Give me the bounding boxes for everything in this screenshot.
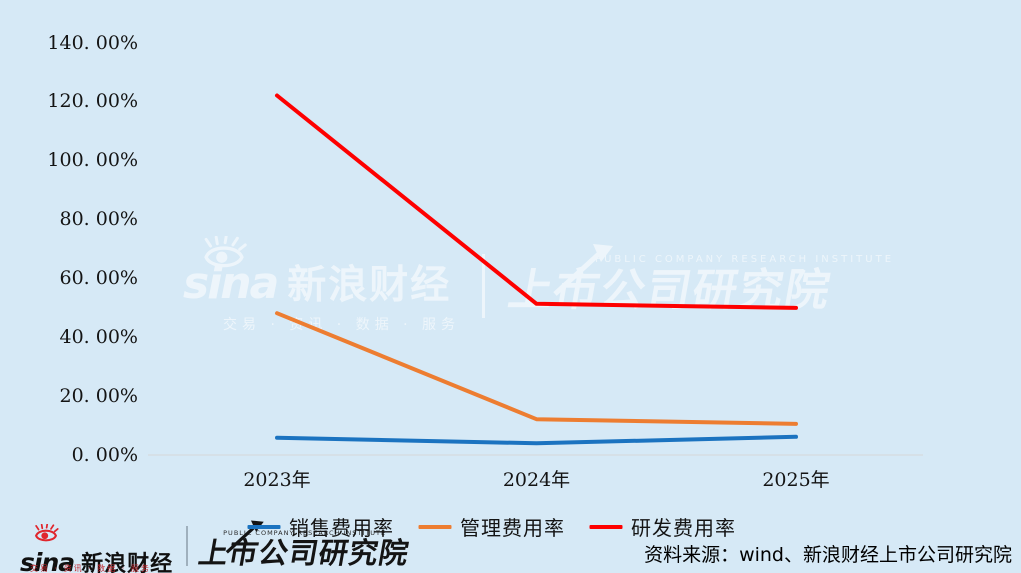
watermark-divider [482, 254, 486, 318]
trend-arrow-icon [553, 244, 614, 296]
y-tick-label-1: 20. 00% [59, 384, 139, 407]
series-line-0 [275, 434, 798, 446]
watermark-center: sina 新浪财经 交易 · 资讯 · 数据 · 服务 PUBLIC COMPA… [183, 236, 895, 334]
legend-item-2: 研发费用率 [589, 512, 736, 541]
watermark-tagline: 交易 · 资讯 · 数据 · 服务 [223, 317, 461, 333]
y-tick-label-4: 80. 00% [59, 208, 139, 231]
footer-tagline: 交易 · 资讯 · 数据 · 服务 [30, 564, 151, 573]
x-tick-label-1: 2024年 [502, 469, 571, 491]
data-source-note: 资料来源：wind、新浪财经上市公司研究院 [644, 544, 1012, 566]
legend-dash-icon [589, 524, 622, 529]
y-tick-label-5: 100. 00% [47, 149, 138, 172]
footer-sina-wordmark: sina [20, 548, 75, 573]
legend-item-1: 管理费用率 [418, 512, 565, 541]
legend-item-0: 销售费用率 [247, 512, 394, 541]
x-tick-label-2: 2025年 [762, 469, 830, 491]
footer-brand-text: 新浪财经 [81, 552, 174, 573]
y-tick-label-2: 40. 00% [59, 325, 139, 348]
footer-sina-logo: sina 新浪财经 交易 · 资讯 · 数据 · 服务 [20, 523, 173, 573]
y-tick-label-6: 120. 00% [47, 90, 138, 113]
sina-eye-icon [34, 524, 59, 542]
x-tick-label-0: 2023年 [243, 469, 311, 491]
watermark-institute-block: PUBLIC COMPANY RESEARCH INSTITUTE 上市公司研究… [505, 240, 895, 317]
footer-logo: sina 新浪财经 交易 · 资讯 · 数据 · 服务 PUBLIC COMPA… [20, 520, 412, 573]
y-tick-label-7: 140. 00% [47, 31, 138, 54]
legend-dash-icon [247, 524, 280, 529]
sina-eye-icon [204, 236, 247, 268]
watermark-brand-text: 新浪财经 [287, 263, 452, 308]
legend-dash-icon [418, 524, 451, 529]
legend-label-0: 销售费用率 [289, 516, 394, 540]
y-tick-label-0: 0. 00% [71, 443, 138, 466]
legend-label-1: 管理费用率 [460, 516, 565, 540]
legend-label-2: 研发费用率 [631, 516, 736, 540]
y-tick-label-3: 60. 00% [59, 266, 139, 289]
watermark-sina-wordmark: sina [183, 258, 279, 309]
footer-logo-divider [186, 526, 189, 566]
footer-institute-en: PUBLIC COMPANY RESEARCH INSTITUTE [223, 529, 387, 537]
watermark-institute-en: PUBLIC COMPANY RESEARCH INSTITUTE [595, 254, 895, 265]
watermark-sina-block: sina 新浪财经 交易 · 资讯 · 数据 · 服务 [183, 236, 461, 334]
legend: 销售费用率 管理费用率 研发费用率 [247, 512, 736, 541]
